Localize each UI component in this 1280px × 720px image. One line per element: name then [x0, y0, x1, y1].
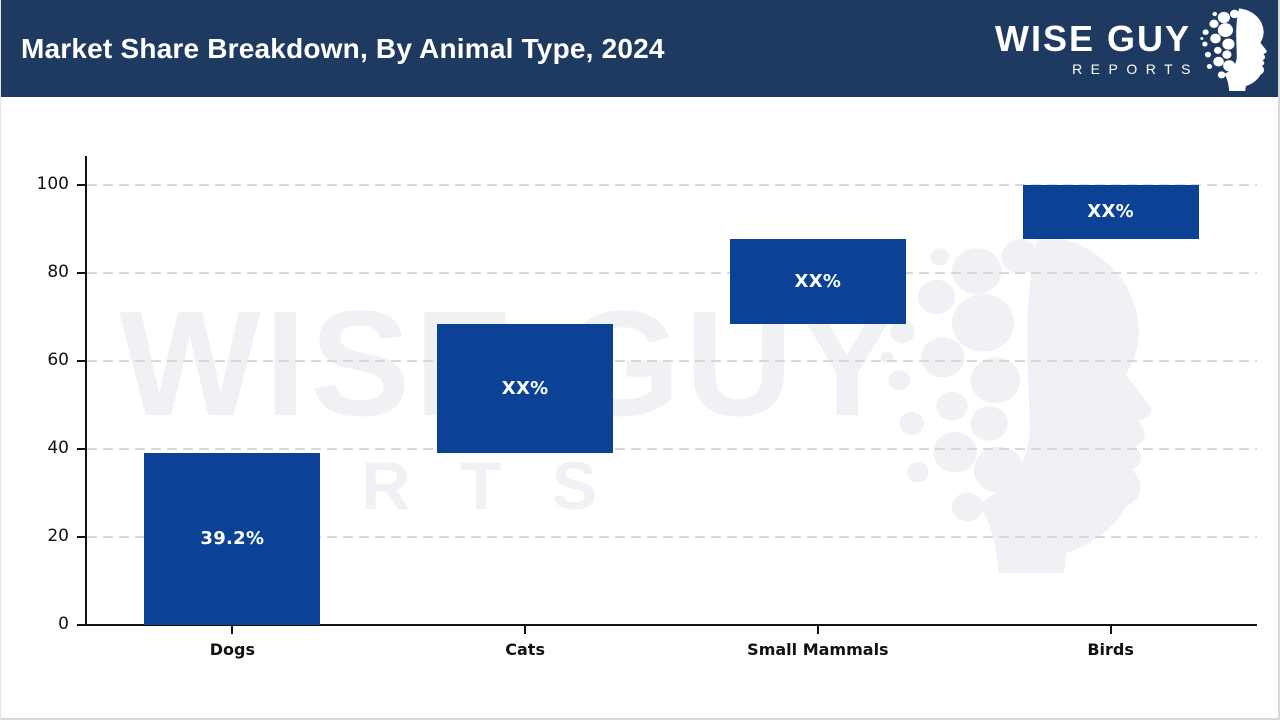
gridline-y40: [87, 448, 1257, 450]
bar-value-label: XX%: [794, 271, 842, 293]
y-tick-80: [77, 272, 85, 274]
x-tick-label-0: Dogs: [209, 640, 255, 659]
gridline-y20: [87, 536, 1257, 538]
y-tick-100: [77, 184, 85, 186]
bar-value-label: 39.2%: [200, 528, 265, 550]
x-tick-label-2: Small Mammals: [747, 640, 889, 659]
bar-value-label: XX%: [501, 377, 549, 399]
y-axis-line: [85, 156, 87, 626]
bar-segment-birds: XX%: [1022, 185, 1199, 239]
y-tick-label-0: 0: [58, 614, 69, 634]
y-tick-label-60: 60: [47, 350, 69, 370]
x-tick-0: [231, 626, 234, 634]
y-tick-label-100: 100: [36, 174, 69, 194]
y-tick-label-40: 40: [47, 438, 69, 458]
brand-subname: REPORTS: [1072, 61, 1199, 77]
header-bar: Market Share Breakdown, By Animal Type, …: [1, 0, 1278, 97]
bar-value-label: XX%: [1087, 201, 1134, 223]
gridline-y60: [87, 360, 1257, 362]
x-tick-label-1: Cats: [505, 640, 545, 659]
y-tick-20: [77, 536, 85, 538]
x-tick-label-3: Birds: [1087, 640, 1134, 659]
x-tick-2: [816, 626, 819, 634]
x-tick-1: [524, 626, 527, 634]
y-tick-60: [77, 360, 85, 362]
bar-segment-cats: XX%: [437, 324, 614, 453]
gridline-y80: [87, 272, 1257, 274]
gridline-y100: [87, 184, 1257, 186]
y-tick-label-20: 20: [47, 526, 69, 546]
bar-segment-dogs: 39.2%: [144, 452, 321, 625]
y-tick-40: [77, 448, 85, 450]
x-axis-line: [85, 624, 1257, 626]
brand-head-icon: [1200, 7, 1267, 91]
page-title: Market Share Breakdown, By Animal Type, …: [21, 32, 665, 64]
brand-logo: WISE GUY REPORTS: [994, 7, 1278, 91]
y-tick-label-80: 80: [47, 262, 69, 282]
x-tick-3: [1109, 626, 1112, 634]
y-tick-0: [77, 624, 85, 626]
brand-name: WISE GUY: [994, 18, 1191, 59]
bar-segment-small-mammals: XX%: [729, 238, 906, 325]
brand-logo-text: WISE GUY REPORTS: [994, 18, 1191, 77]
